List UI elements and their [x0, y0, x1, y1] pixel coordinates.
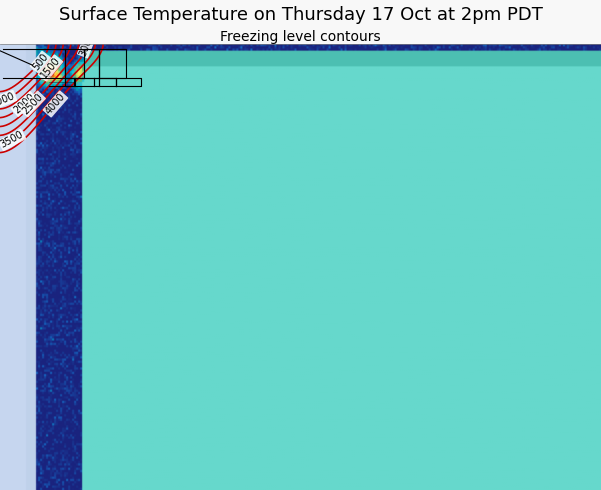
Text: Freezing level contours: Freezing level contours — [220, 30, 381, 45]
Text: 3500: 3500 — [0, 129, 25, 150]
Text: 1000: 1000 — [0, 91, 16, 109]
Text: 4000: 4000 — [44, 92, 67, 117]
Text: 1500: 1500 — [38, 55, 62, 81]
Text: 2500: 2500 — [20, 92, 45, 116]
Text: Surface Temperature on Thursday 17 Oct at 2pm PDT: Surface Temperature on Thursday 17 Oct a… — [58, 6, 543, 25]
Text: 3000: 3000 — [78, 31, 96, 57]
Text: 2000: 2000 — [11, 92, 37, 116]
Text: 500: 500 — [31, 52, 50, 73]
